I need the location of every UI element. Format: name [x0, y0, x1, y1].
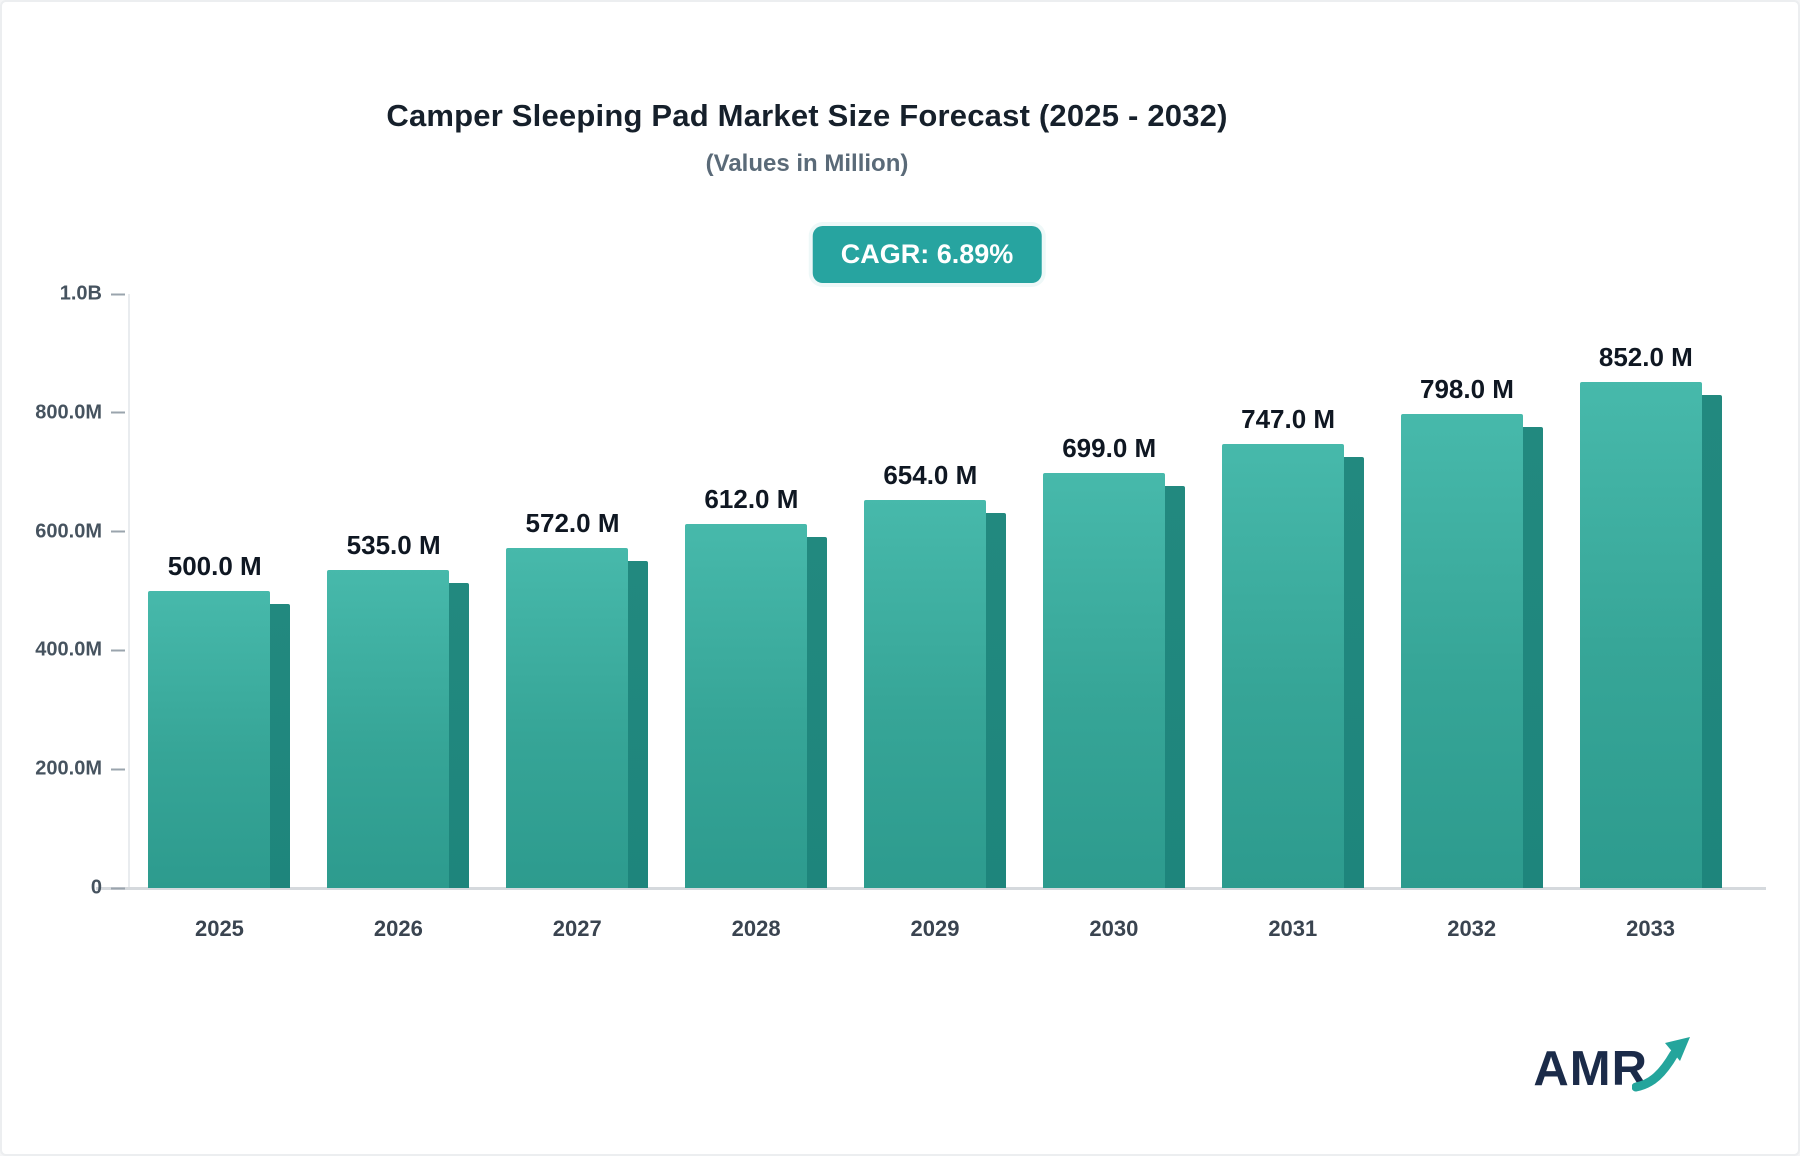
- bar-slot: 699.0 M 2030: [1024, 294, 1203, 941]
- bar-front-face: [1579, 381, 1702, 888]
- y-axis-tick-label: 200.0M: [35, 757, 102, 780]
- bar-side-face: [1522, 427, 1543, 888]
- bar-front-face: [864, 499, 986, 888]
- bar-side-face: [986, 512, 1006, 888]
- chart-title: Camper Sleeping Pad Market Size Forecast…: [386, 98, 1228, 133]
- plot-area: 500.0 M 2025 535.0 M 2026 572.0 M 2027 612.0 M…: [35, 283, 1766, 941]
- x-axis-label: 2030: [1089, 916, 1139, 941]
- chart-subtitle: (Values in Million): [705, 150, 909, 177]
- bar-side-face: [807, 537, 828, 888]
- y-axis-tick: 800.0M: [35, 401, 130, 424]
- bar-side-face: [628, 561, 649, 888]
- bar-2027: 572.0 M: [506, 508, 649, 888]
- bar-2032: 798.0 M: [1400, 374, 1543, 888]
- bar-2031: 747.0 M: [1221, 404, 1364, 888]
- cagr-badge-label: CAGR: 6.89%: [840, 239, 1014, 269]
- bar-front-face: [685, 524, 808, 888]
- bar-slot: 612.0 M 2028: [667, 294, 846, 941]
- y-axis-tick-mark: [111, 887, 125, 889]
- bar-side-face: [1164, 485, 1185, 888]
- x-axis-label: 2032: [1447, 916, 1497, 941]
- y-axis-tick-label: 400.0M: [35, 638, 102, 661]
- bar-front-face: [1042, 472, 1165, 888]
- y-axis-tick-mark: [111, 411, 125, 414]
- bar-value-label: 654.0 M: [883, 459, 978, 490]
- bar-slot: 852.0 M 2033: [1561, 294, 1740, 941]
- bar-value-label: 747.0 M: [1241, 404, 1336, 435]
- bar-value-label: 500.0 M: [167, 551, 262, 581]
- y-axis-tick-label: 1.0B: [59, 282, 102, 305]
- bar-front-face: [327, 570, 450, 888]
- bar-value-label: 572.0 M: [525, 508, 620, 539]
- x-axis-line: [96, 887, 1766, 890]
- bar-value-label: 699.0 M: [1062, 432, 1157, 463]
- y-axis-tick-mark: [111, 530, 125, 533]
- bar-front-face: [1221, 444, 1344, 888]
- bar-slot: 798.0 M 2032: [1382, 294, 1561, 941]
- bar-2026: 535.0 M: [327, 530, 470, 888]
- y-axis-tick-label: 0: [90, 876, 102, 899]
- bar-slot: 747.0 M 2031: [1203, 294, 1382, 941]
- amr-logo: AMR: [1533, 1037, 1694, 1098]
- y-axis-tick-label: 600.0M: [35, 520, 102, 543]
- bar-side-face: [270, 604, 291, 888]
- y-axis-line: [128, 294, 130, 888]
- bar-2029: 654.0 M: [864, 460, 1006, 888]
- y-axis-tick-label: 800.0M: [35, 401, 102, 424]
- cagr-badge: CAGR: 6.89%: [812, 226, 1042, 283]
- bar-front-face: [148, 591, 271, 888]
- bar-side-face: [1343, 457, 1364, 888]
- y-axis-tick-mark: [111, 649, 125, 652]
- bar-value-label: 798.0 M: [1419, 374, 1514, 404]
- bar-value-label: 612.0 M: [704, 484, 799, 515]
- amr-logo-text: AMR: [1533, 1041, 1648, 1096]
- x-axis-label: 2025: [194, 916, 244, 941]
- y-axis-tick: 0: [91, 877, 130, 900]
- y-axis-tick-mark: [111, 293, 125, 295]
- x-axis-label: 2031: [1268, 916, 1318, 941]
- bar-front-face: [1400, 414, 1523, 888]
- bars-container: 500.0 M 2025 535.0 M 2026 572.0 M 2027 612.0 M…: [130, 294, 1740, 941]
- bar-slot: 572.0 M 2027: [488, 294, 667, 941]
- amr-logo-arrow-icon: [1632, 1037, 1690, 1092]
- bar-value-label: 852.0 M: [1598, 341, 1693, 372]
- bar-value-label: 535.0 M: [346, 530, 441, 561]
- bar-2028: 612.0 M: [685, 484, 828, 888]
- y-axis-tick: 400.0M: [35, 639, 130, 662]
- y-axis-tick-mark: [111, 768, 125, 771]
- bar-slot: 500.0 M 2025: [130, 294, 309, 941]
- y-axis-tick: 200.0M: [35, 758, 130, 781]
- bar-2033: 852.0 M: [1579, 342, 1722, 888]
- bar-front-face: [506, 548, 629, 888]
- bar-side-face: [1701, 394, 1722, 888]
- y-axis-tick: 600.0M: [35, 520, 130, 543]
- x-axis-label: 2028: [731, 916, 781, 941]
- x-axis-label: 2027: [552, 916, 602, 941]
- bar-2030: 699.0 M: [1042, 433, 1185, 888]
- bar-slot: 654.0 M 2029: [846, 294, 1025, 941]
- bar-2025: 500.0 M: [148, 551, 291, 888]
- x-axis-label: 2029: [910, 916, 960, 941]
- bar-side-face: [449, 583, 470, 888]
- y-axis-tick: 1.0B: [60, 283, 130, 306]
- bar-slot: 535.0 M 2026: [309, 294, 488, 941]
- x-axis-label: 2026: [373, 916, 423, 941]
- x-axis-label: 2033: [1626, 916, 1676, 941]
